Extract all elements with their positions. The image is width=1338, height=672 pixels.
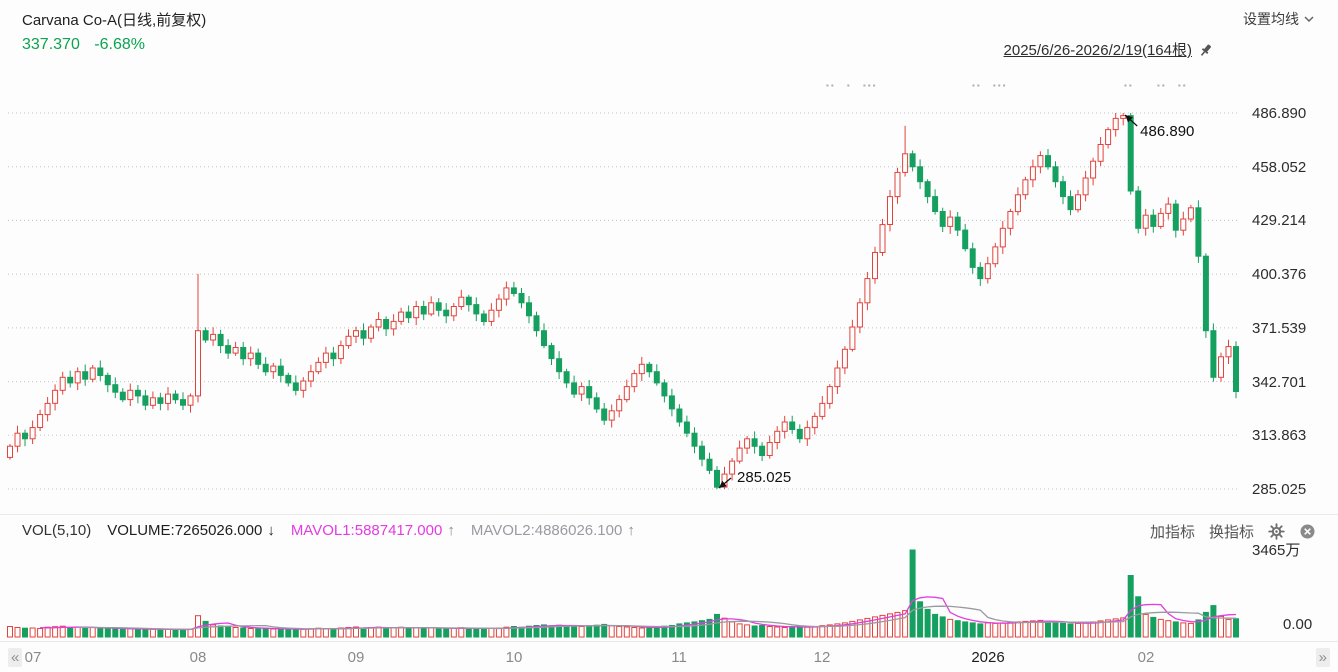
x-axis-label: 12: [813, 649, 831, 666]
section-divider: [0, 514, 1338, 515]
pin-icon[interactable]: [1198, 42, 1214, 58]
mavol1-value: MAVOL1:5887417.000: [290, 522, 443, 539]
gear-icon[interactable]: [1268, 523, 1285, 540]
scroll-right-button[interactable]: »: [1315, 648, 1330, 667]
quote-line: 337.370 -6.68%: [22, 36, 155, 54]
vol-indicator-label[interactable]: VOL(5,10): [22, 522, 92, 539]
mavol2-up-arrow-icon: ↑: [627, 522, 635, 539]
x-axis-label: 07: [24, 649, 42, 666]
x-axis-label: 09: [347, 649, 365, 666]
svg-text:486.890: 486.890: [1140, 123, 1194, 140]
event-marker-group[interactable]: ▪▪ ▪ ▪▪▪: [826, 81, 878, 90]
date-range-control[interactable]: 2025/6/26-2026/2/19(164根): [1004, 39, 1214, 60]
date-range-label[interactable]: 2025/6/26-2026/2/19(164根): [1003, 42, 1192, 59]
x-axis-label: 10: [505, 649, 523, 666]
event-marker-group[interactable]: ▪▪ ▪▪: [1157, 81, 1188, 90]
x-axis-label: 2026: [971, 649, 1005, 666]
event-marker-group[interactable]: ▪▪: [1124, 81, 1134, 90]
last-price: 337.370: [22, 36, 80, 53]
x-axis-label: 08: [189, 649, 207, 666]
volume-axis-max: 3465万: [1252, 542, 1301, 559]
event-marker-group[interactable]: ▪▪ ▪▪▪: [972, 81, 1008, 90]
change-percent: -6.68%: [94, 36, 145, 53]
scroll-left-button[interactable]: «: [8, 648, 23, 667]
time-axis-bar: 07 08 09 10 11 12 2026 02 « »: [0, 641, 1338, 672]
ma-settings-label: 设置均线: [1243, 11, 1299, 27]
add-indicator-button[interactable]: 加指标: [1149, 524, 1195, 541]
svg-text:285.025: 285.025: [737, 469, 791, 486]
indicator-controls: 加指标 换指标: [1150, 521, 1316, 542]
mavol1-up-arrow-icon: ↑: [447, 522, 455, 539]
mavol2-value: MAVOL2:4886026.100: [470, 522, 623, 539]
close-icon[interactable]: [1299, 523, 1316, 540]
volume-axis-zero: 0.00: [1283, 616, 1313, 633]
chevron-down-icon: [1304, 16, 1314, 22]
stock-title: Carvana Co-A(日线,前复权): [22, 12, 207, 29]
volume-down-arrow-icon: ↓: [267, 522, 275, 539]
x-axis-label: 11: [671, 649, 687, 666]
ma-settings-button[interactable]: 设置均线: [1243, 9, 1314, 29]
switch-indicator-button[interactable]: 换指标: [1208, 524, 1254, 541]
volume-value: VOLUME:7265026.000: [107, 522, 263, 539]
volume-indicator-header: VOL(5,10) VOLUME:7265026.000 ↓ MAVOL1:58…: [22, 522, 635, 539]
x-axis-label: 02: [1137, 649, 1155, 666]
